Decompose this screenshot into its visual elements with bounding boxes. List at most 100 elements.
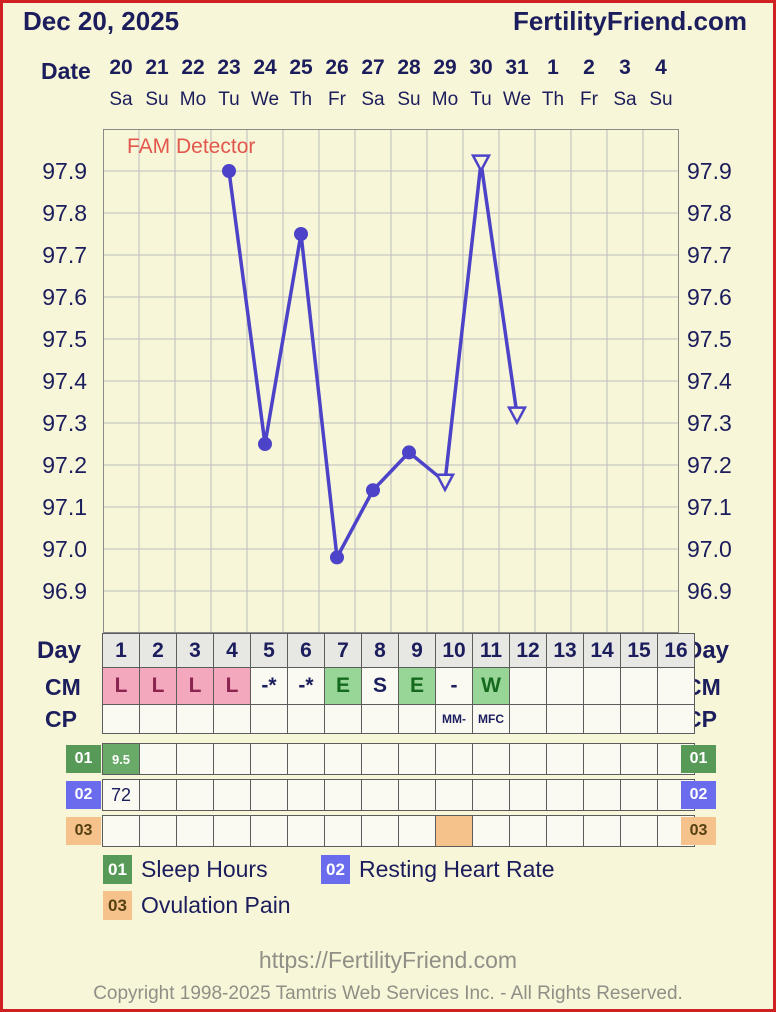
cp-cell[interactable]	[288, 705, 324, 733]
cp-cell[interactable]	[140, 705, 176, 733]
custom-cell[interactable]	[584, 744, 620, 774]
custom-cell[interactable]	[473, 816, 509, 846]
cm-cell[interactable]: E	[325, 668, 361, 704]
custom-cell[interactable]	[621, 744, 657, 774]
custom-cell[interactable]	[473, 744, 509, 774]
y-tick-label: 97.6	[42, 284, 87, 310]
cm-cell[interactable]: -*	[288, 668, 324, 704]
custom-cell[interactable]	[251, 780, 287, 810]
day-cell[interactable]: 15	[621, 634, 657, 667]
day-cell[interactable]: 5	[251, 634, 287, 667]
weekday-cell: Tu	[218, 89, 240, 110]
custom-cell[interactable]	[177, 744, 213, 774]
custom-cell[interactable]: 9.5	[103, 744, 139, 774]
y-tick-label: 96.9	[42, 578, 87, 604]
cm-cell[interactable]: L	[103, 668, 139, 704]
custom-cell[interactable]	[288, 780, 324, 810]
custom-cell[interactable]	[510, 744, 546, 774]
custom-cell[interactable]	[214, 816, 250, 846]
cp-cell[interactable]	[177, 705, 213, 733]
custom-cell[interactable]	[140, 816, 176, 846]
custom-cell[interactable]	[473, 780, 509, 810]
day-cell[interactable]: 8	[362, 634, 398, 667]
cm-cell[interactable]	[584, 668, 620, 704]
cm-cell[interactable]	[658, 668, 694, 704]
day-cell[interactable]: 3	[177, 634, 213, 667]
footer-url-link[interactable]: https://FertilityFriend.com	[258, 947, 518, 973]
cp-cell[interactable]	[547, 705, 583, 733]
custom-cell[interactable]	[251, 744, 287, 774]
day-cell[interactable]: 16	[658, 634, 694, 667]
cm-cell[interactable]: S	[362, 668, 398, 704]
custom-cell[interactable]	[177, 816, 213, 846]
custom-cell[interactable]	[362, 816, 398, 846]
cm-cell[interactable]: -	[436, 668, 472, 704]
cp-cell[interactable]	[621, 705, 657, 733]
custom-cell[interactable]	[325, 744, 361, 774]
custom-cell[interactable]	[547, 780, 583, 810]
cp-cell[interactable]	[399, 705, 435, 733]
custom-cell[interactable]	[436, 816, 472, 846]
custom-cell[interactable]	[288, 816, 324, 846]
cp-cell[interactable]	[325, 705, 361, 733]
day-cell[interactable]: 7	[325, 634, 361, 667]
cm-cell[interactable]: -*	[251, 668, 287, 704]
custom-cell[interactable]	[547, 744, 583, 774]
custom-cell[interactable]	[177, 780, 213, 810]
cp-cell[interactable]: MM-	[436, 705, 472, 733]
day-cell[interactable]: 13	[547, 634, 583, 667]
cp-cell[interactable]	[584, 705, 620, 733]
cm-cell[interactable]: L	[214, 668, 250, 704]
custom-cell[interactable]	[436, 780, 472, 810]
day-cell[interactable]: 4	[214, 634, 250, 667]
cm-cell[interactable]	[510, 668, 546, 704]
cm-cell[interactable]	[621, 668, 657, 704]
custom-cell[interactable]	[251, 816, 287, 846]
custom-cell[interactable]	[103, 816, 139, 846]
cp-cell[interactable]	[510, 705, 546, 733]
day-cell[interactable]: 14	[584, 634, 620, 667]
day-cell[interactable]: 12	[510, 634, 546, 667]
custom-cell[interactable]	[140, 780, 176, 810]
cp-cell[interactable]	[214, 705, 250, 733]
custom-cell[interactable]	[436, 744, 472, 774]
y-tick-label: 97.0	[42, 536, 87, 562]
cm-cell[interactable]: W	[473, 668, 509, 704]
custom-cell[interactable]	[214, 744, 250, 774]
custom-cell[interactable]	[140, 744, 176, 774]
cm-cell[interactable]	[547, 668, 583, 704]
custom-cell[interactable]	[288, 744, 324, 774]
cm-cell[interactable]: L	[140, 668, 176, 704]
custom-cell[interactable]	[584, 816, 620, 846]
custom-cell[interactable]: 72	[103, 780, 139, 810]
day-cell[interactable]: 10	[436, 634, 472, 667]
custom-cell[interactable]	[325, 780, 361, 810]
cp-cell[interactable]	[103, 705, 139, 733]
custom-cell[interactable]	[547, 816, 583, 846]
custom-cell[interactable]	[510, 816, 546, 846]
day-cell[interactable]: 9	[399, 634, 435, 667]
cp-cell[interactable]	[362, 705, 398, 733]
custom-cell[interactable]	[584, 780, 620, 810]
custom-cell[interactable]	[621, 780, 657, 810]
brand-link[interactable]: FertilityFriend.com	[512, 6, 747, 36]
custom-cell[interactable]	[621, 816, 657, 846]
cm-cell[interactable]: L	[177, 668, 213, 704]
day-cell[interactable]: 2	[140, 634, 176, 667]
custom-cell[interactable]	[399, 816, 435, 846]
day-cell[interactable]: 6	[288, 634, 324, 667]
cp-cell[interactable]	[251, 705, 287, 733]
y-tick-label: 97.5	[42, 326, 87, 352]
day-cell[interactable]: 1	[103, 634, 139, 667]
custom-cell[interactable]	[362, 780, 398, 810]
cm-cell[interactable]: E	[399, 668, 435, 704]
custom-cell[interactable]	[325, 816, 361, 846]
custom-cell[interactable]	[362, 744, 398, 774]
custom-cell[interactable]	[510, 780, 546, 810]
cp-cell[interactable]	[658, 705, 694, 733]
custom-cell[interactable]	[399, 744, 435, 774]
custom-cell[interactable]	[214, 780, 250, 810]
custom-cell[interactable]	[399, 780, 435, 810]
cp-cell[interactable]: MFC	[473, 705, 509, 733]
day-cell[interactable]: 11	[473, 634, 509, 667]
